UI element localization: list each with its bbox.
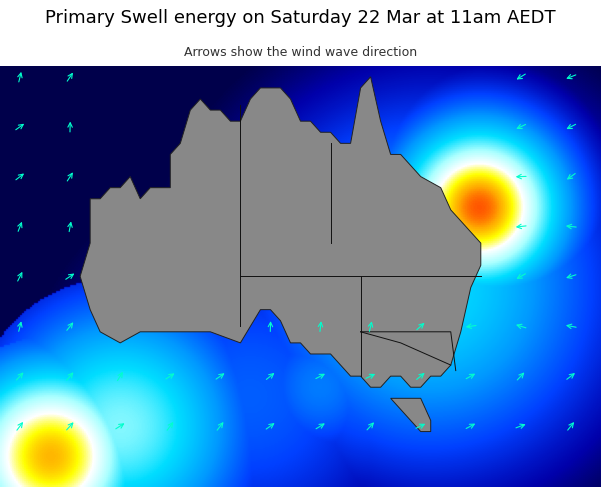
Polygon shape xyxy=(80,77,481,387)
Polygon shape xyxy=(391,398,431,431)
Text: Primary Swell energy on Saturday 22 Mar at 11am AEDT: Primary Swell energy on Saturday 22 Mar … xyxy=(45,9,556,27)
Text: Arrows show the wind wave direction: Arrows show the wind wave direction xyxy=(184,46,417,59)
